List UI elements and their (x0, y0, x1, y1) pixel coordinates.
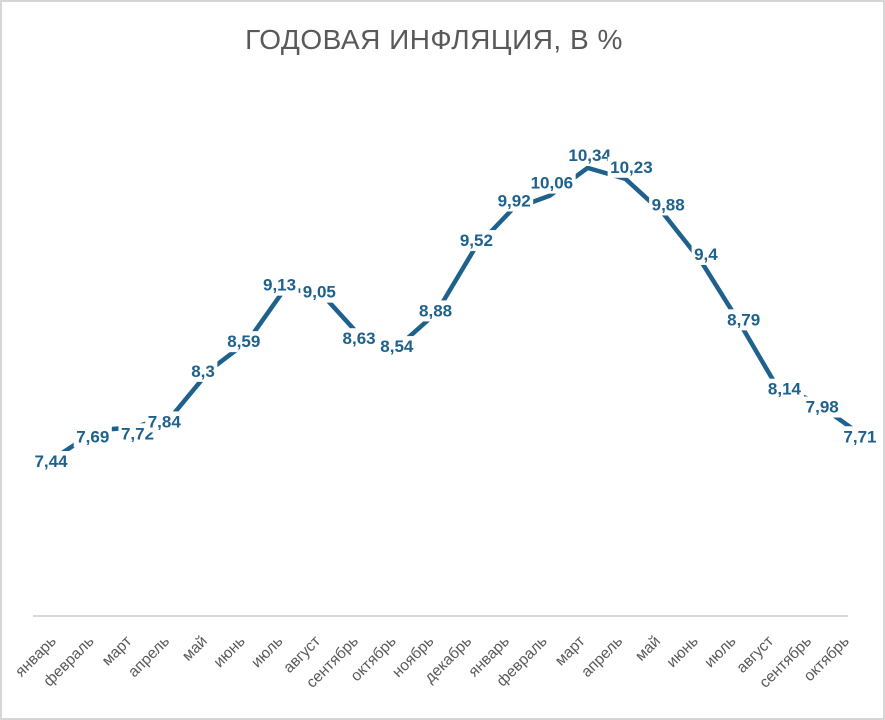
data-point-label: 8,59 (227, 332, 260, 351)
data-point-label-bg (260, 274, 299, 296)
data-point-label-bg (416, 300, 455, 322)
series-polyline (57, 165, 854, 457)
data-point-label-bg (145, 411, 184, 433)
data-point-label-bg (765, 378, 805, 400)
data-point-label-bg (495, 190, 534, 212)
series-line-group (57, 165, 854, 457)
data-point-label-bg (649, 194, 688, 216)
data-point-label-bg (340, 328, 379, 350)
data-point-label-bg (565, 144, 614, 166)
data-point-label: 8,63 (343, 329, 376, 348)
data-point-label: 9,4 (694, 245, 718, 264)
data-point-label-bg (528, 172, 576, 194)
data-point-label-bg (724, 309, 763, 331)
data-point-label-bg (803, 396, 842, 418)
data-point-label: 10,06 (531, 174, 574, 193)
data-point-label: 8,3 (191, 362, 215, 381)
data-point-label: 10,23 (610, 158, 653, 177)
data-point-label: 7,84 (148, 412, 182, 431)
data-point-label-bg (691, 243, 721, 265)
data-point-label-bg (300, 281, 339, 303)
x-axis-label: июнь (664, 633, 702, 671)
data-point-label: 9,92 (498, 191, 531, 210)
data-point-label-bg (607, 156, 656, 178)
data-point-label: 8,88 (419, 301, 452, 320)
data-point-label-bg (31, 451, 71, 472)
data-point-label: 8,79 (727, 310, 760, 329)
data-point-label: 7,71 (843, 427, 876, 446)
data-point-label: 7,98 (806, 398, 839, 417)
x-axis-label: май (179, 633, 211, 665)
data-labels-group: 7,447,69 7,727,848,38,599,13 9,058,63 8,548… (31, 144, 880, 472)
x-axis-label: июнь (210, 633, 248, 671)
data-point-label-bg (840, 426, 880, 448)
data-point-label-bg (457, 230, 496, 252)
data-point-label: 9,13 (263, 276, 296, 295)
x-axis-label: апрель (578, 633, 626, 681)
data-point-label: 10,34 (568, 146, 611, 165)
data-point-label-bg (188, 360, 218, 382)
data-point-label: 8,54 (380, 337, 414, 356)
data-point-label-bg (224, 331, 263, 353)
data-point-label: 7,44 (34, 452, 68, 471)
data-point-label: 9,52 (460, 231, 493, 250)
data-point-label-bg (377, 336, 417, 358)
data-point-label: 8,14 (768, 380, 802, 399)
x-axis-label: апрель (125, 633, 173, 681)
data-point-label: 7,69 (76, 427, 109, 446)
x-axis-label: май (632, 633, 664, 665)
data-point-label: 9,05 (303, 283, 336, 302)
chart-title: ГОДОВАЯ ИНФЛЯЦИЯ, В % (245, 24, 623, 55)
data-point-label-bg (73, 426, 112, 448)
data-point-label: 9,88 (652, 195, 685, 214)
